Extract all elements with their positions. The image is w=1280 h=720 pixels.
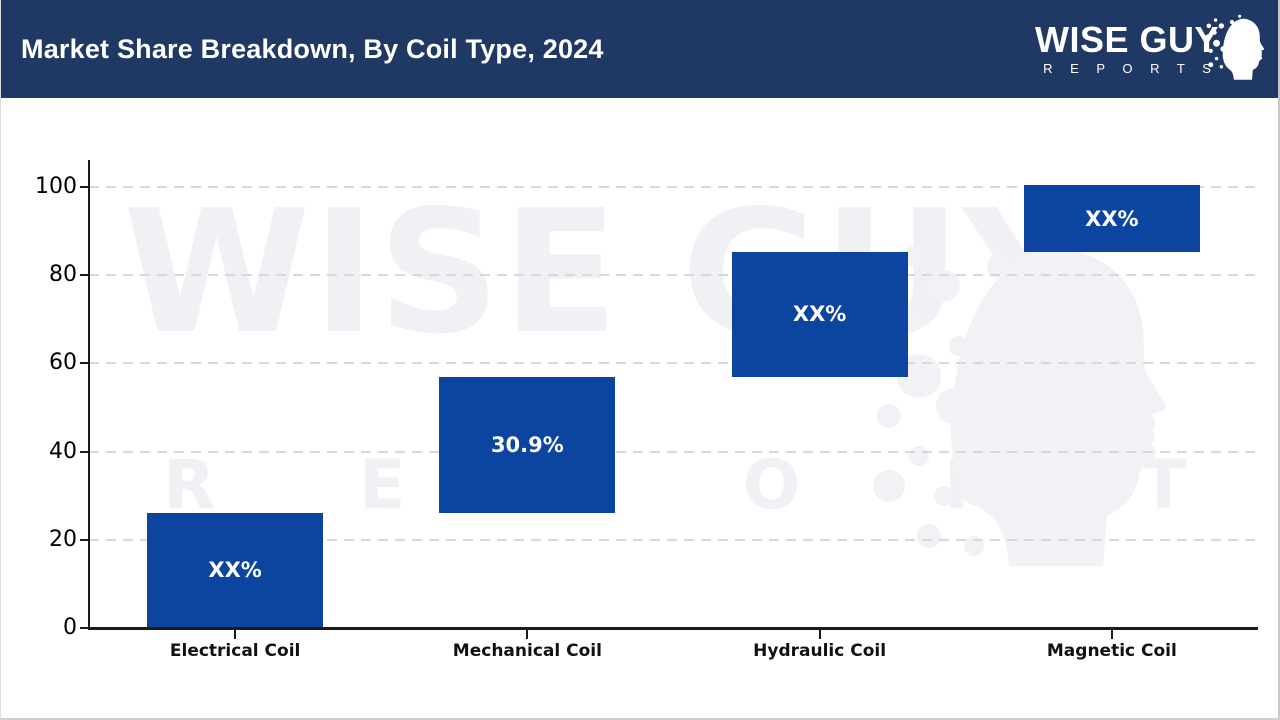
bar-value-label: XX% xyxy=(1085,206,1139,231)
logo-head-icon xyxy=(1205,14,1265,80)
x-category-label-1: Mechanical Coil xyxy=(452,641,602,661)
bar-magnetic-coil: XX% xyxy=(1023,185,1200,252)
gridline-60 xyxy=(89,362,1258,365)
x-tick-mark-3 xyxy=(1110,630,1113,639)
x-tick-mark-1 xyxy=(526,630,529,639)
logo-wordmark-main: WISE GUY xyxy=(1034,19,1219,60)
bar-mechanical-coil: 30.9% xyxy=(439,376,616,513)
logo-wordmark-sub: R E P O R T S xyxy=(1043,61,1218,76)
y-axis xyxy=(88,160,90,629)
x-category-label-0: Electrical Coil xyxy=(169,641,301,661)
y-tick-mark-80 xyxy=(80,274,89,277)
header: Market Share Breakdown, By Coil Type, 20… xyxy=(1,0,1278,98)
y-tick-label-40: 40 xyxy=(49,438,77,464)
gridline-40 xyxy=(89,450,1258,453)
y-tick-label-0: 0 xyxy=(63,615,77,640)
y-tick-mark-100 xyxy=(80,186,89,188)
chart-area: WISE GUY R E P O R T S xyxy=(1,98,1278,718)
x-category-label-3: Magnetic Coil xyxy=(1046,641,1177,661)
y-tick-label-20: 20 xyxy=(49,526,77,552)
x-axis xyxy=(88,627,1258,630)
y-tick-mark-40 xyxy=(80,450,89,453)
x-tick-mark-2 xyxy=(818,630,821,639)
y-tick-label-80: 80 xyxy=(49,262,77,288)
y-tick-mark-0 xyxy=(80,627,89,629)
plot: 0 20 40 60 80 100 XX% Electrical Coil 30.9% Mecha… xyxy=(1,98,1278,718)
x-category-label-2: Hydraulic Coil xyxy=(753,641,887,661)
y-tick-label-60: 60 xyxy=(49,350,77,376)
bar-hydraulic-coil: XX% xyxy=(731,251,908,377)
x-tick-mark-0 xyxy=(234,630,237,639)
y-tick-mark-60 xyxy=(80,362,89,365)
y-tick-mark-20 xyxy=(80,538,89,541)
logo-wordmark: WISE GUY R E P O R T S xyxy=(1034,19,1219,77)
page-title: Market Share Breakdown, By Coil Type, 20… xyxy=(21,33,604,64)
brand-logo: WISE GUY R E P O R T S xyxy=(1035,7,1267,91)
y-tick-label-100: 100 xyxy=(35,174,77,199)
gridline-20 xyxy=(89,538,1258,541)
gridline-80 xyxy=(89,274,1258,277)
bar-value-label: 30.9% xyxy=(490,432,564,457)
bar-value-label: XX% xyxy=(792,302,847,327)
bar-value-label: XX% xyxy=(208,558,262,583)
bar-electrical-coil: XX% xyxy=(147,512,324,628)
gridline-100 xyxy=(89,186,1258,188)
